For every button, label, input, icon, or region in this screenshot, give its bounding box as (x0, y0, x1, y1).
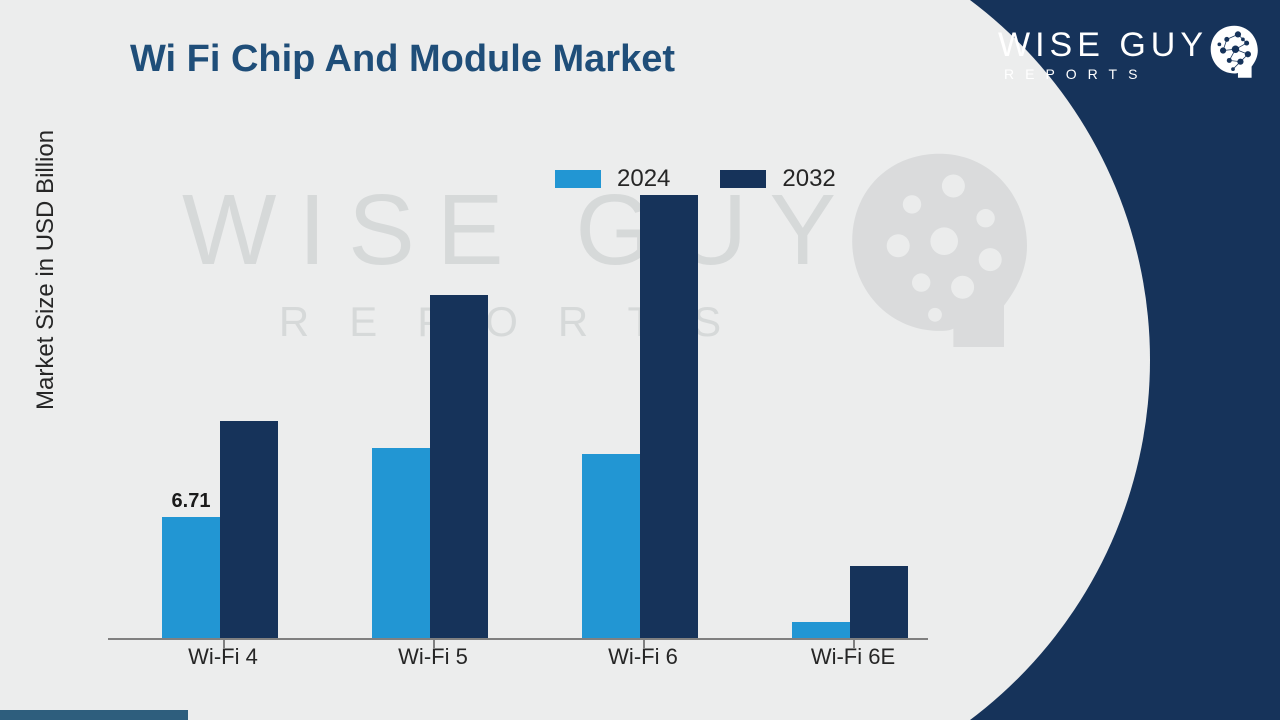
legend-label-2032: 2032 (782, 165, 835, 193)
bar-2024 (792, 622, 850, 638)
category-label: Wi-Fi 6E (778, 644, 928, 670)
bar-2032 (220, 421, 278, 638)
bar-chart: WISE GUY REPORTS Market Size in USD Bill… (60, 170, 960, 680)
chart-title: Wi Fi Chip And Module Market (130, 38, 675, 81)
head-network-icon (1202, 22, 1264, 84)
bottom-accent-strip (0, 710, 188, 720)
y-axis-label: Market Size in USD Billion (32, 130, 60, 410)
bar-2024 (162, 517, 220, 638)
bar-2024 (582, 454, 640, 638)
chart-legend: 2024 2032 (555, 165, 836, 193)
plot-area: Wi-Fi 4Wi-Fi 5Wi-Fi 6Wi-Fi 6E6.71 (108, 170, 928, 640)
legend-swatch-2032 (720, 170, 766, 188)
category-label: Wi-Fi 6 (568, 644, 718, 670)
bar-2024 (372, 448, 430, 638)
legend-item-2024: 2024 (555, 165, 670, 193)
bar-value-label: 6.71 (156, 490, 226, 513)
bar-2032 (850, 566, 908, 638)
bar-2032 (640, 195, 698, 638)
legend-swatch-2024 (555, 170, 601, 188)
brand-logo: WISE GUY REPORTS (998, 28, 1258, 82)
category-label: Wi-Fi 5 (358, 644, 508, 670)
legend-item-2032: 2032 (720, 165, 835, 193)
category-label: Wi-Fi 4 (148, 644, 298, 670)
legend-label-2024: 2024 (617, 165, 670, 193)
bar-2032 (430, 295, 488, 638)
